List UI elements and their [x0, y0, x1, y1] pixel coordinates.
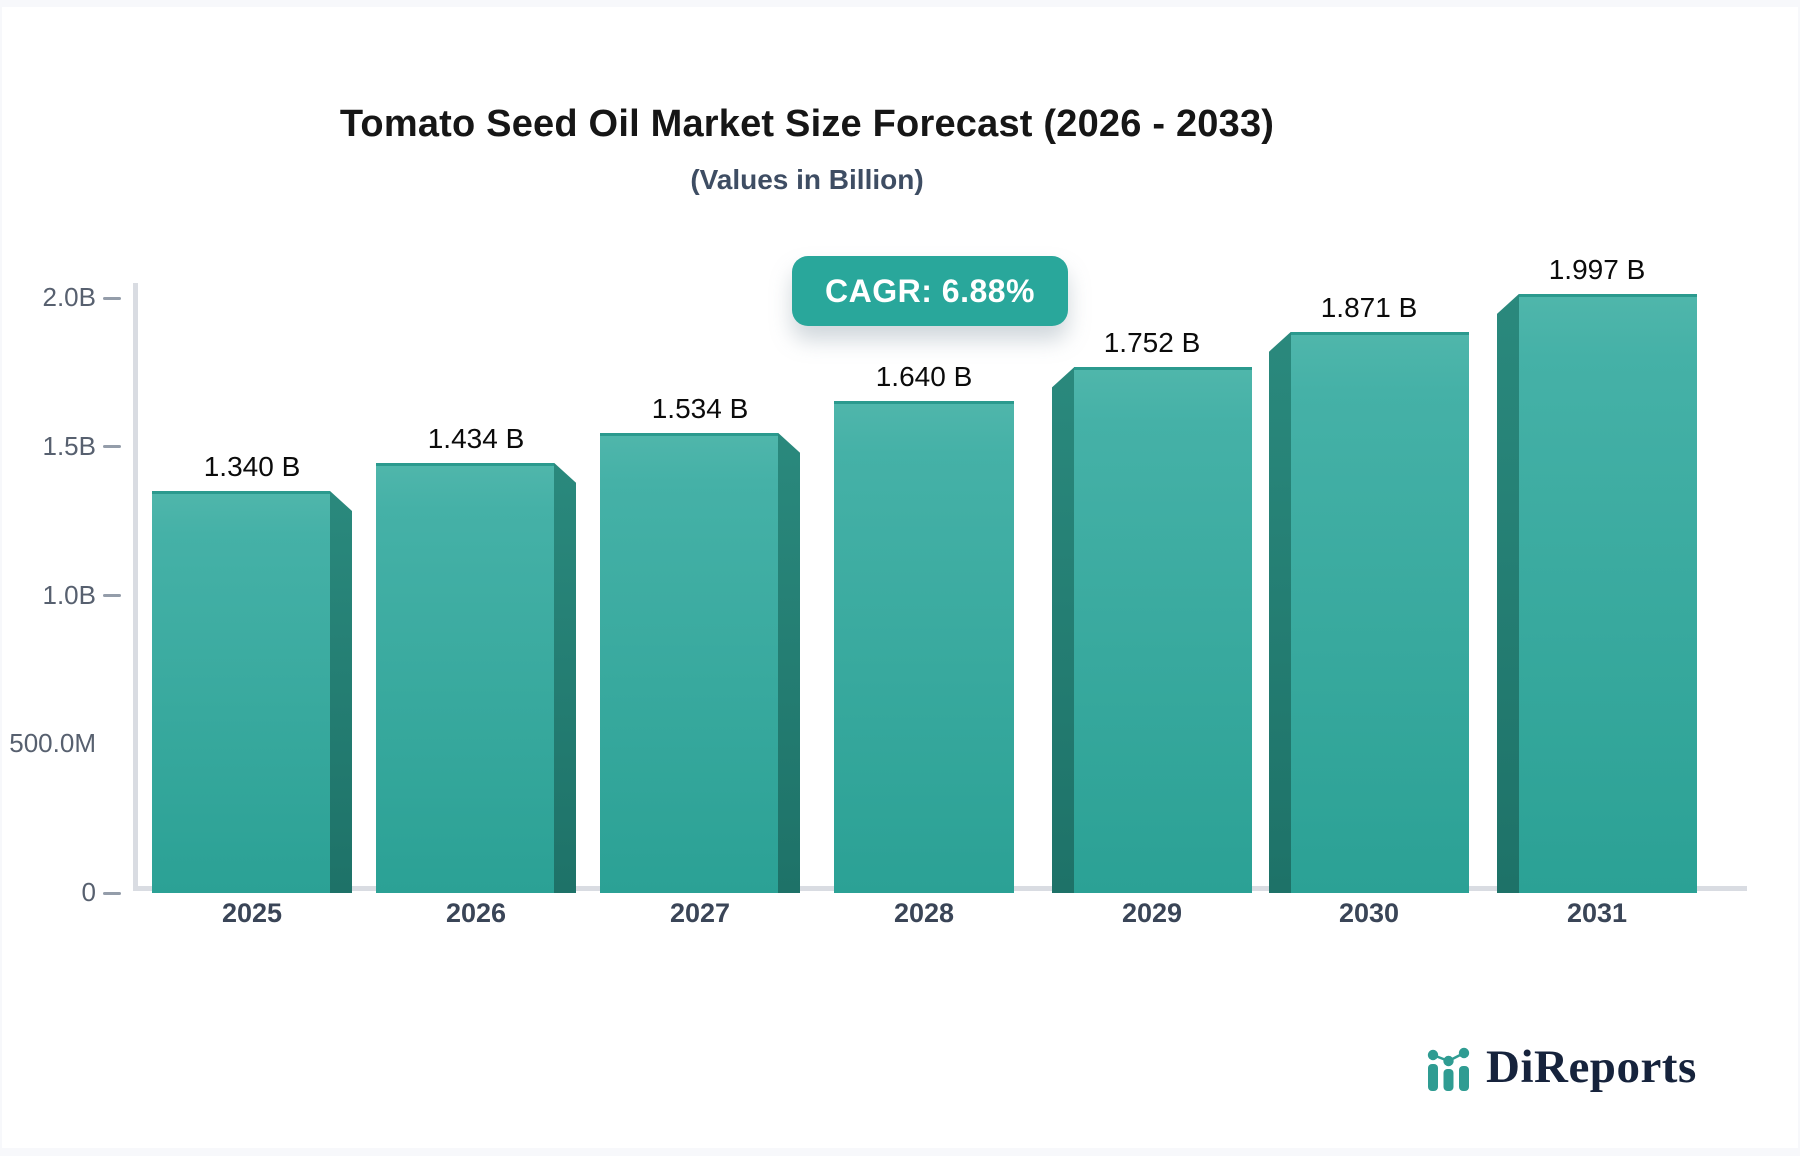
x-axis-tick-label: 2030 [1338, 898, 1400, 928]
y-axis-tick-label: 0 [81, 877, 96, 907]
brand-logo[interactable]: DiReports [1426, 1035, 1697, 1099]
bar-face [376, 462, 554, 893]
y-axis-tick-label: 500.0M [9, 728, 96, 759]
chart-canvas: Tomato Seed Oil Market Size Forecast (20… [2, 7, 1798, 1148]
bar-side-face [1052, 367, 1074, 893]
bar-side-face [778, 432, 800, 893]
title-block: Tomato Seed Oil Market Size Forecast (20… [2, 7, 1612, 196]
bar-2029[interactable] [1052, 367, 1252, 893]
x-axis-tick-label: 2025 [221, 898, 283, 928]
bar-2027[interactable] [600, 432, 800, 893]
y-axis-tick-label: 1.5B [42, 430, 97, 461]
bar-side-face [330, 491, 352, 893]
bar-face [600, 432, 778, 893]
y-axis-line [133, 283, 138, 890]
bar-face [152, 491, 330, 893]
bar-face [834, 401, 1014, 893]
y-axis-tick-mark [103, 445, 121, 449]
bar-side-face [554, 462, 576, 893]
y-axis-tick-mark [103, 594, 121, 597]
bar-2025[interactable] [152, 491, 352, 893]
brand-name: DiReports [1486, 1041, 1697, 1093]
bar-value-label: 1.640 B [875, 361, 973, 392]
bar-value-label: 1.997 B [1548, 253, 1646, 285]
bar-side-face [1497, 293, 1519, 893]
cagr-badge: CAGR: 6.88% [792, 256, 1068, 326]
bar-2031[interactable] [1497, 293, 1697, 893]
cagr-badge-label: CAGR: 6.88% [825, 272, 1035, 309]
chart-subtitle: (Values in Billion) [690, 164, 924, 195]
bar-chart-logo-icon [1426, 1042, 1478, 1092]
bar-value-label: 1.871 B [1320, 291, 1418, 323]
y-axis-tick-label: 1.0B [42, 579, 97, 610]
bar-face [1519, 293, 1697, 893]
bar-2030[interactable] [1269, 331, 1469, 893]
x-axis-tick-label: 2031 [1566, 898, 1628, 928]
y-axis-tick-mark [103, 891, 121, 895]
bar-value-label: 1.434 B [427, 422, 525, 454]
bar-side-face [1269, 331, 1291, 893]
chart-title: Tomato Seed Oil Market Size Forecast (20… [339, 103, 1275, 145]
bar-face [1074, 367, 1252, 893]
x-axis-tick-label: 2029 [1121, 898, 1183, 928]
bar-value-label: 1.752 B [1103, 327, 1201, 359]
y-axis-tick-mark [103, 296, 121, 300]
x-axis-tick-label: 2027 [669, 898, 731, 928]
bar-face [1291, 331, 1469, 893]
bar-value-label: 1.340 B [203, 451, 301, 482]
x-axis-tick-label: 2028 [893, 898, 955, 928]
x-axis-tick-label: 2026 [445, 898, 507, 928]
bar-2028[interactable] [834, 401, 1014, 893]
y-axis-tick-label: 2.0B [42, 282, 97, 312]
bar-value-label: 1.534 B [651, 392, 749, 424]
bar-2026[interactable] [376, 462, 576, 893]
